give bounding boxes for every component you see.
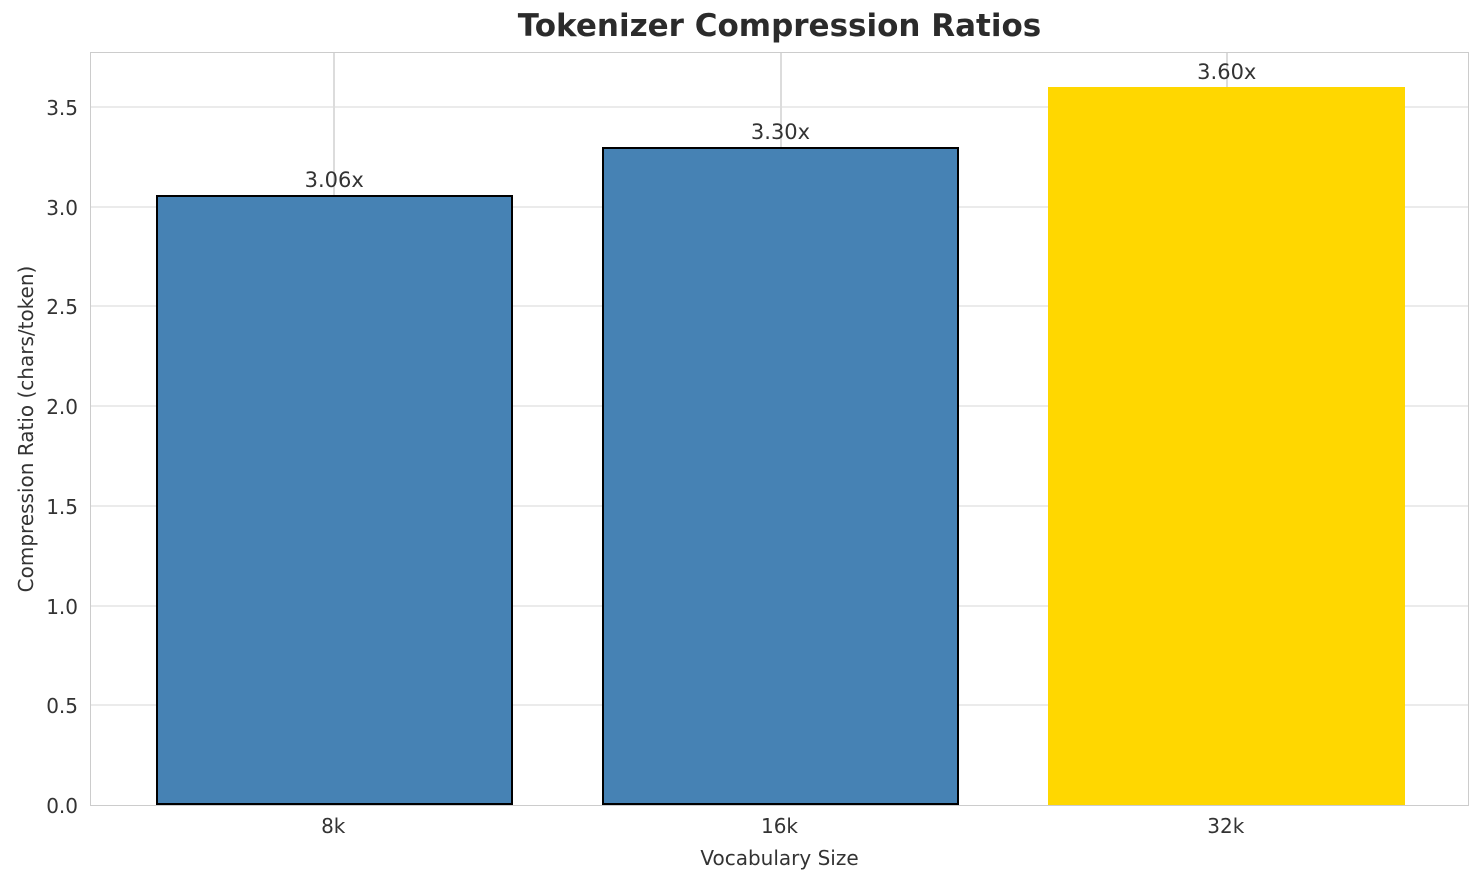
y-tick-label: 3.0: [46, 195, 78, 220]
y-tick-label: 3.5: [46, 95, 78, 120]
bar: [601, 146, 959, 805]
x-axis-label: Vocabulary Size: [700, 846, 859, 870]
x-tick-label: 8k: [321, 814, 346, 838]
y-tick-label: 0.5: [46, 694, 78, 719]
x-tick-label: 32k: [1207, 814, 1245, 838]
y-tick-label: 2.0: [46, 395, 78, 420]
bar-value-label: 3.30x: [750, 119, 811, 144]
bar: [155, 194, 513, 805]
y-tick-label: 0.0: [46, 794, 78, 818]
bar: [1048, 86, 1406, 805]
y-tick-label: 2.5: [46, 295, 78, 320]
bar-value-label: 3.06x: [304, 167, 364, 192]
chart-title: Tokenizer Compression Ratios: [517, 8, 1042, 44]
x-tick-label: 16k: [760, 814, 799, 838]
plot-area: 3.06x 3.30x 3.60x: [90, 52, 1469, 806]
y-tick-label: 1.5: [46, 494, 78, 519]
bar-value-label: 3.60x: [1197, 59, 1257, 84]
y-tick-label: 1.0: [46, 594, 78, 619]
